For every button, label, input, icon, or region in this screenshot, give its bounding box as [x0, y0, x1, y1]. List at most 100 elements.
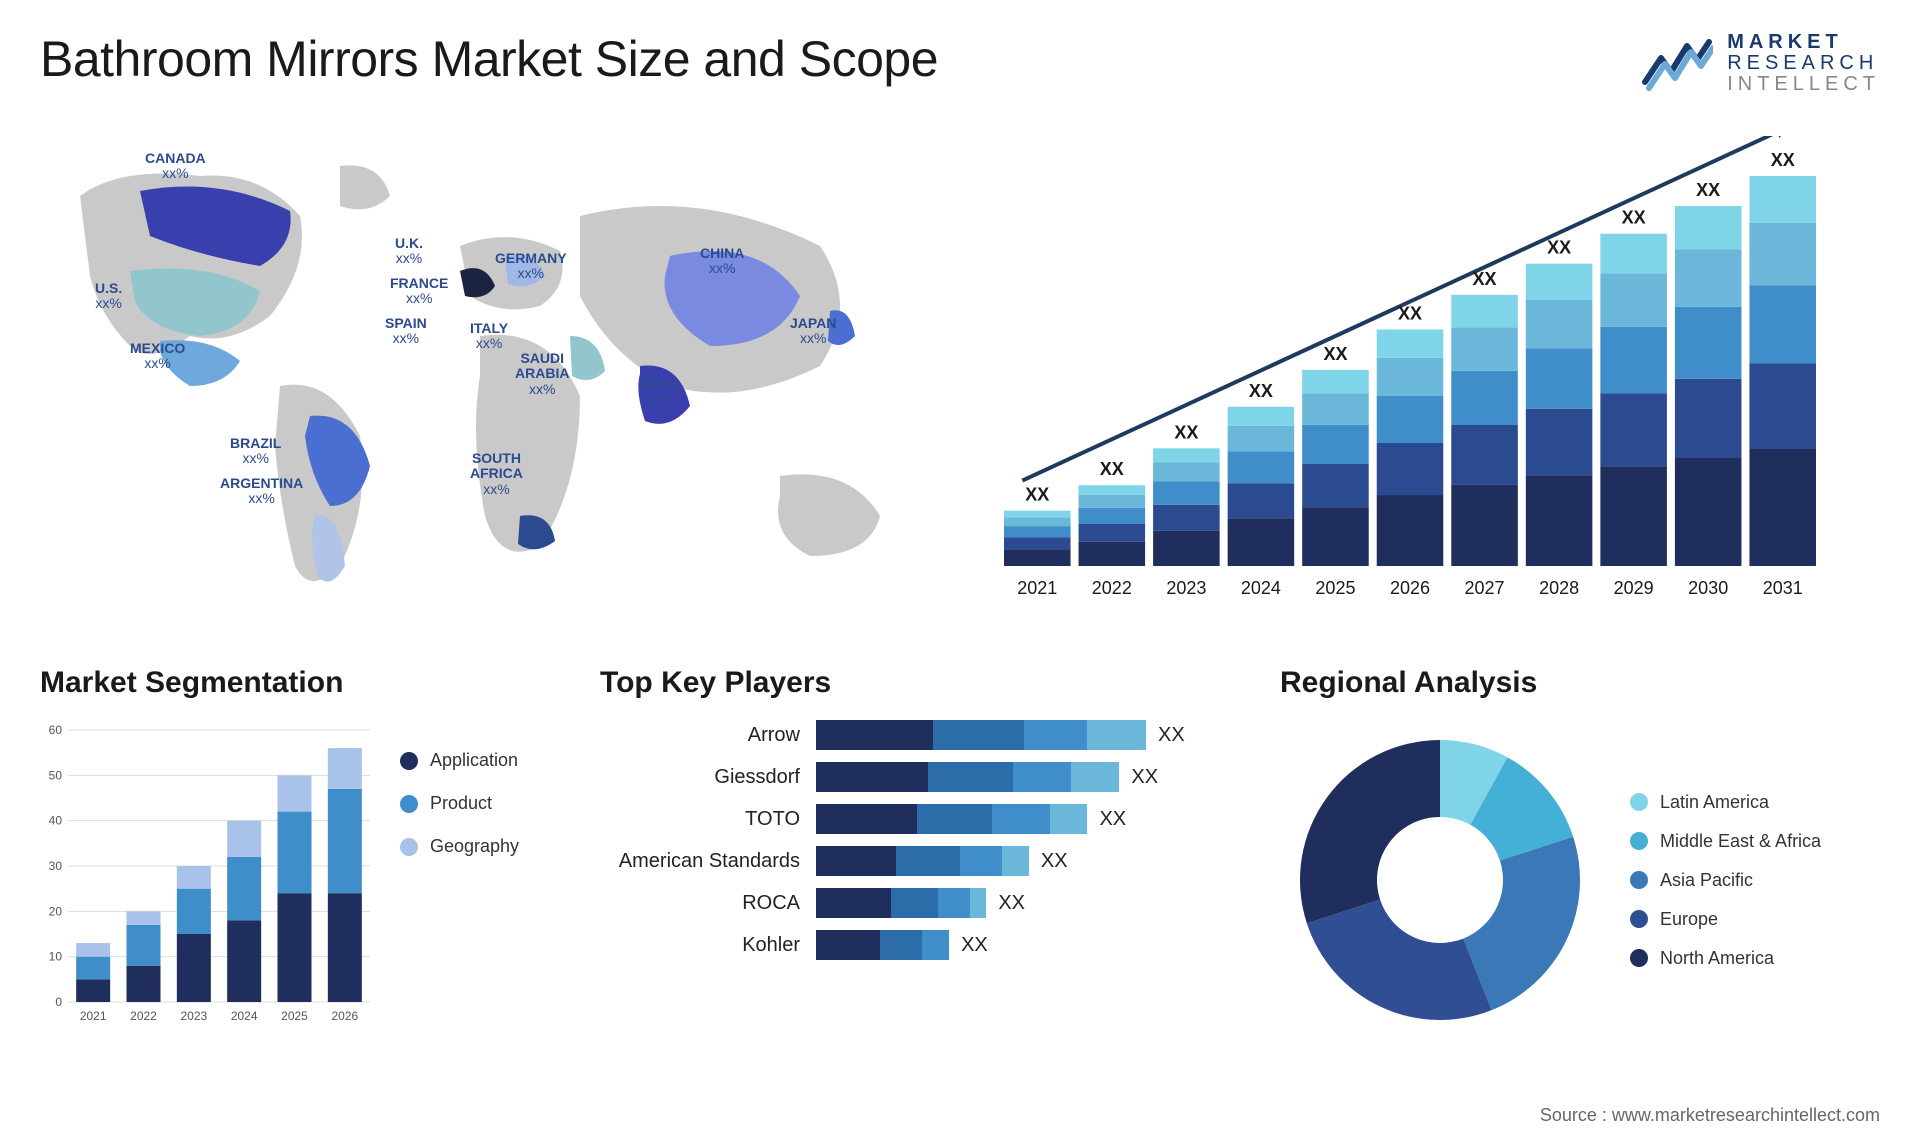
key-players-bars: ArrowXXGiessdorfXXTOTOXXAmerican Standar… — [600, 720, 1240, 960]
svg-text:50: 50 — [49, 768, 63, 782]
segmentation-legend-item: Application — [400, 750, 560, 771]
regional-legend-item: Asia Pacific — [1630, 870, 1880, 891]
world-map-svg — [40, 136, 940, 616]
segmentation-title: Market Segmentation — [40, 666, 560, 700]
page-title: Bathroom Mirrors Market Size and Scope — [40, 30, 938, 88]
svg-text:2025: 2025 — [1315, 578, 1355, 598]
svg-text:0: 0 — [55, 995, 62, 1009]
player-bar — [816, 720, 1146, 750]
player-name: ROCA — [600, 892, 800, 915]
map-country-label: GERMANYxx% — [495, 251, 567, 282]
map-country-label: ITALYxx% — [470, 321, 508, 352]
svg-text:2029: 2029 — [1614, 578, 1654, 598]
svg-text:2021: 2021 — [1017, 578, 1057, 598]
world-map-panel: CANADAxx% U.S.xx% MEXICOxx% BRAZILxx% ARGENT… — [40, 136, 940, 616]
svg-text:30: 30 — [49, 859, 63, 873]
player-name: Kohler — [600, 934, 800, 957]
regional-legend: Latin America Middle East & Africa Asia Pa… — [1630, 792, 1880, 969]
svg-text:20: 20 — [49, 904, 63, 918]
svg-text:2027: 2027 — [1465, 578, 1505, 598]
svg-text:2026: 2026 — [1390, 578, 1430, 598]
map-country-label: CANADAxx% — [145, 151, 206, 182]
player-value: XX — [998, 892, 1025, 915]
regional-title: Regional Analysis — [1280, 666, 1880, 700]
player-name: TOTO — [600, 808, 800, 831]
svg-text:XX: XX — [1174, 422, 1198, 442]
player-value: XX — [1041, 850, 1068, 873]
map-country-label: SAUDIARABIAxx% — [515, 351, 569, 397]
player-name: Arrow — [600, 724, 800, 747]
player-bar — [816, 888, 986, 918]
svg-text:2030: 2030 — [1688, 578, 1728, 598]
svg-text:XX: XX — [1547, 238, 1571, 258]
map-country-label: SPAINxx% — [385, 316, 427, 347]
growth-chart-panel: XX 2021 XX 2022 XX 2023 XX 2024 XX 2025 XX 2026 XX 20… — [980, 136, 1880, 616]
map-country-label: U.K.xx% — [395, 236, 423, 267]
segmentation-legend: Application Product Geography — [400, 720, 560, 1030]
svg-text:XX: XX — [1249, 381, 1273, 401]
player-name: American Standards — [600, 850, 800, 873]
player-row: Arrow XX — [600, 720, 1240, 750]
player-value: XX — [1158, 724, 1185, 747]
player-bar — [816, 930, 949, 960]
map-country-label: ARGENTINAxx% — [220, 476, 303, 507]
svg-text:2023: 2023 — [180, 1009, 207, 1023]
segmentation-legend-item: Product — [400, 793, 560, 814]
player-value: XX — [961, 934, 988, 957]
map-country-label: SOUTHAFRICAxx% — [470, 451, 523, 497]
svg-text:XX: XX — [1696, 180, 1720, 200]
svg-text:2024: 2024 — [231, 1009, 258, 1023]
logo-line1: MARKET — [1727, 32, 1880, 53]
svg-text:XX: XX — [1622, 208, 1646, 228]
player-value: XX — [1131, 766, 1158, 789]
logo-line2: RESEARCH — [1727, 53, 1880, 74]
player-value: XX — [1099, 808, 1126, 831]
svg-text:XX: XX — [1771, 150, 1795, 170]
svg-text:2021: 2021 — [80, 1009, 107, 1023]
player-bar — [816, 846, 1029, 876]
map-country-label: FRANCExx% — [390, 276, 448, 307]
regional-legend-item: Europe — [1630, 909, 1880, 930]
svg-text:40: 40 — [49, 814, 63, 828]
segmentation-legend-item: Geography — [400, 836, 560, 857]
svg-text:2031: 2031 — [1763, 578, 1803, 598]
brand-logo: MARKET RESEARCH INTELLECT — [1641, 30, 1880, 96]
svg-text:2028: 2028 — [1539, 578, 1579, 598]
map-country-label: CHINAxx% — [700, 246, 744, 277]
player-bar — [816, 762, 1119, 792]
player-name: Giessdorf — [600, 766, 800, 789]
regional-donut-chart — [1280, 720, 1600, 1040]
map-country-label: BRAZILxx% — [230, 436, 281, 467]
svg-text:XX: XX — [1025, 485, 1049, 505]
growth-bar-chart: XX 2021 XX 2022 XX 2023 XX 2024 XX 2025 XX 2026 XX 20… — [980, 136, 1840, 616]
segmentation-panel: Market Segmentation 0 10 20 30 40 50 60 2021 202… — [40, 666, 560, 1066]
svg-text:2026: 2026 — [331, 1009, 358, 1023]
svg-text:2022: 2022 — [1092, 578, 1132, 598]
svg-text:XX: XX — [1473, 269, 1497, 289]
map-country-label: MEXICOxx% — [130, 341, 185, 372]
map-country-label: JAPANxx% — [790, 316, 836, 347]
map-country-label: U.S.xx% — [95, 281, 122, 312]
player-row: Giessdorf XX — [600, 762, 1240, 792]
map-country-label: INDIAxx% — [640, 376, 678, 407]
svg-text:XX: XX — [1323, 344, 1347, 364]
source-attribution: Source : www.marketresearchintellect.com — [1540, 1105, 1880, 1126]
svg-text:2025: 2025 — [281, 1009, 308, 1023]
segmentation-bar-chart: 0 10 20 30 40 50 60 2021 2022 2023 2024 2025 2026 — [40, 720, 370, 1030]
svg-text:10: 10 — [49, 950, 63, 964]
logo-line3: INTELLECT — [1727, 74, 1880, 95]
regional-legend-item: Latin America — [1630, 792, 1880, 813]
svg-text:XX: XX — [1398, 303, 1422, 323]
key-players-panel: Top Key Players Arrow XX Giessdorf XX TOTO XX… — [600, 666, 1240, 1066]
svg-text:2022: 2022 — [130, 1009, 157, 1023]
regional-panel: Regional Analysis Latin America Middle Ea… — [1280, 666, 1880, 1066]
svg-text:XX: XX — [1100, 459, 1124, 479]
player-row: ROCA XX — [600, 888, 1240, 918]
svg-text:60: 60 — [49, 723, 63, 737]
regional-legend-item: Middle East & Africa — [1630, 831, 1880, 852]
key-players-title: Top Key Players — [600, 666, 1240, 700]
svg-text:2023: 2023 — [1166, 578, 1206, 598]
player-row: American Standards XX — [600, 846, 1240, 876]
svg-text:2024: 2024 — [1241, 578, 1281, 598]
player-row: TOTO XX — [600, 804, 1240, 834]
